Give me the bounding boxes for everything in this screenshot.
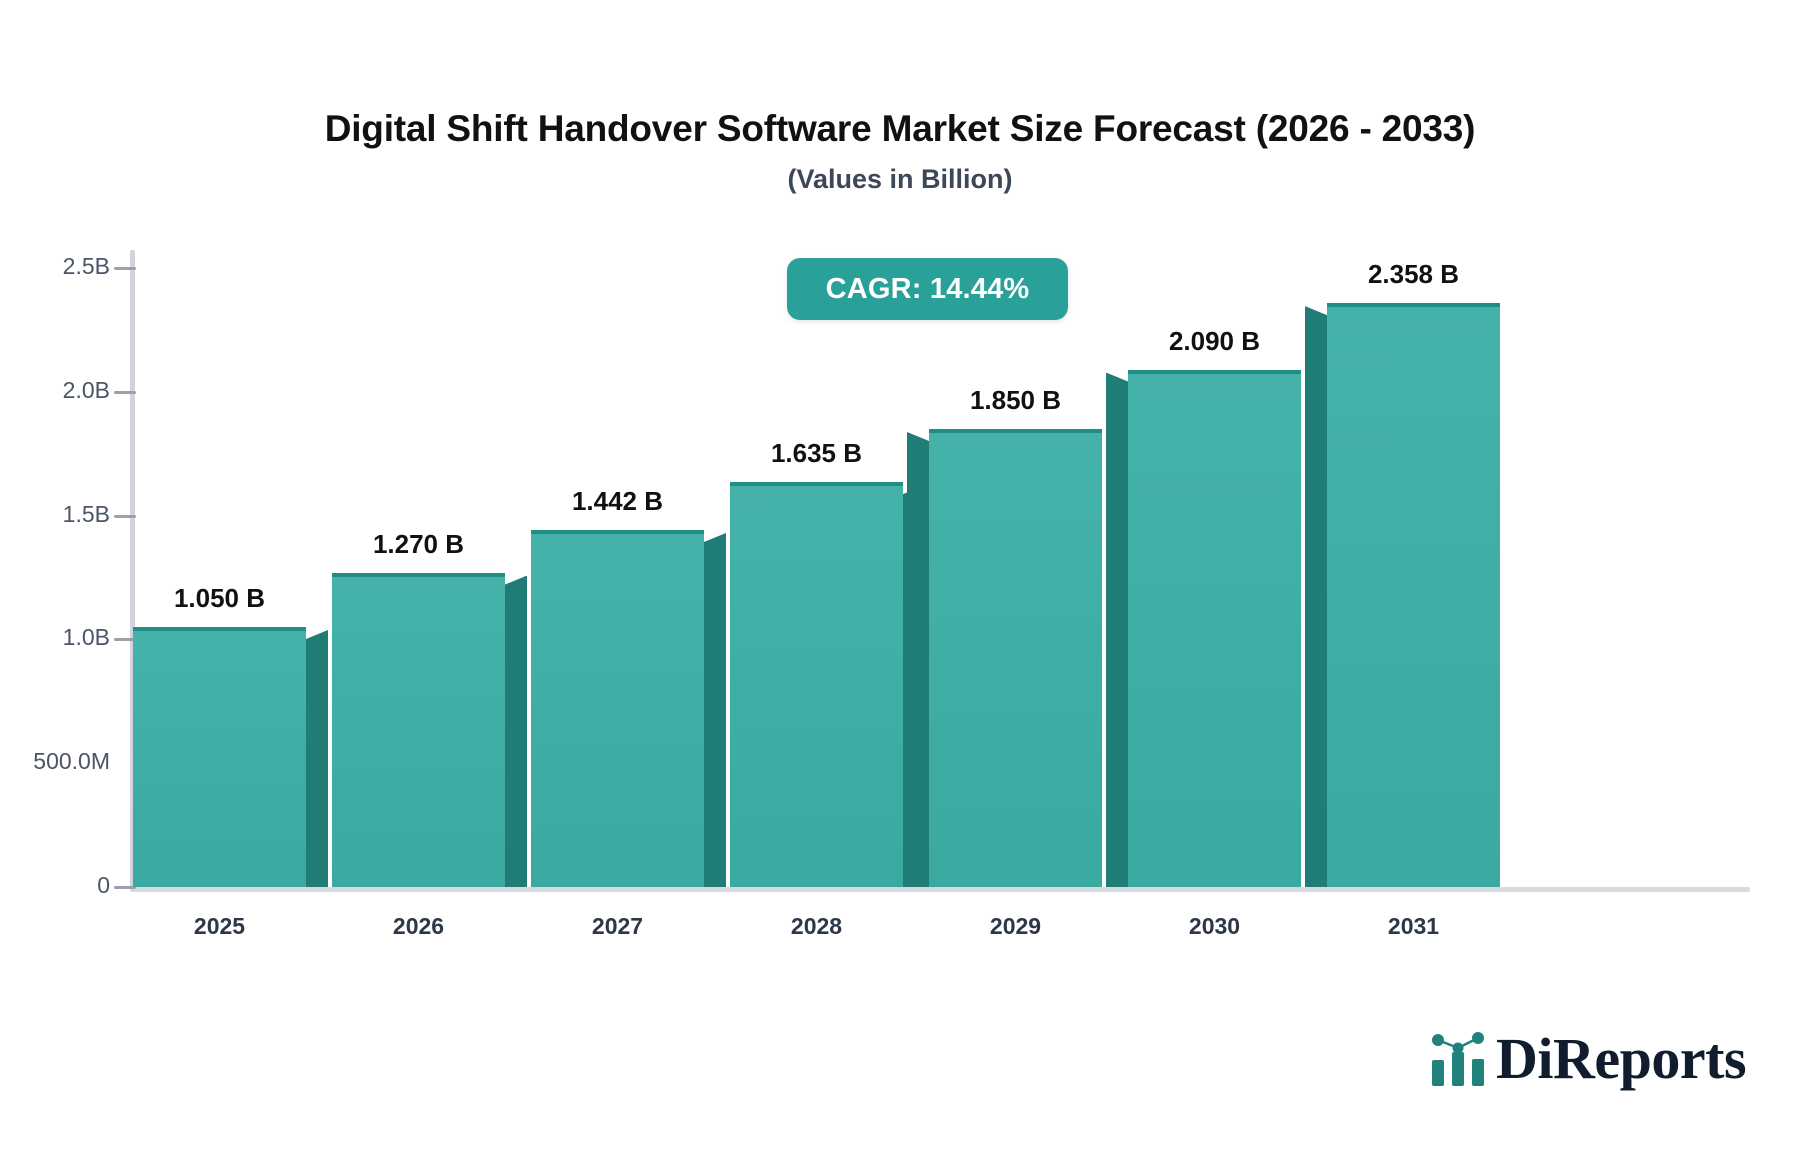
- y-tick-label: 500.0M: [33, 748, 110, 775]
- bar-chart-logo-icon: [1432, 1032, 1484, 1086]
- y-axis-line: [130, 250, 135, 890]
- bar-side-face: [704, 532, 726, 887]
- x-tick-label: 2030: [1188, 913, 1241, 939]
- bar-2030[interactable]: [1106, 369, 1301, 887]
- bar-front-face: [531, 529, 704, 887]
- chart-subtitle: (Values in Billion): [787, 164, 1013, 194]
- chart-title: Digital Shift Handover Software Market S…: [324, 108, 1476, 149]
- bar-side-face: [907, 431, 929, 887]
- cagr-badge: CAGR: 14.44%: [787, 258, 1068, 320]
- y-tick-label: 2.0B: [62, 376, 110, 403]
- y-tick-label: 1.5B: [62, 500, 110, 527]
- y-tick-label: 0: [97, 872, 110, 898]
- bar-front-face: [1327, 303, 1500, 887]
- x-axis-line: [130, 887, 1750, 892]
- bar-value-label: 1.850 B: [969, 384, 1062, 415]
- bar-side-face: [1305, 306, 1327, 887]
- y-tick-mark: [114, 886, 136, 889]
- x-tick-label: 2025: [193, 913, 246, 939]
- bar-2031[interactable]: [1305, 303, 1500, 887]
- bar-2025[interactable]: [133, 627, 328, 887]
- bar-front-face: [1128, 369, 1301, 887]
- direports-logo: DiReports: [1428, 1026, 1747, 1091]
- bar-value-label: 1.270 B: [372, 528, 465, 559]
- y-tick-mark: [114, 514, 136, 518]
- y-tick-mark: [114, 638, 136, 642]
- cagr-badge-label: CAGR: 14.44%: [825, 272, 1030, 305]
- x-tick-label: 2031: [1387, 913, 1440, 939]
- bar-front-face: [929, 428, 1102, 887]
- y-tick-label: 2.5B: [62, 253, 110, 279]
- bar-value-label: 1.050 B: [173, 583, 266, 614]
- y-tick-label: 1.0B: [62, 624, 110, 651]
- x-tick-label: 2026: [392, 913, 445, 939]
- bar-side-face: [505, 575, 527, 887]
- x-tick-label: 2028: [790, 913, 843, 939]
- bar-2026[interactable]: [332, 572, 527, 887]
- bar-value-label: 2.358 B: [1367, 259, 1460, 290]
- bar-value-label: 2.090 B: [1168, 325, 1261, 356]
- y-tick-mark: [114, 390, 136, 394]
- x-tick-label: 2027: [591, 913, 644, 939]
- x-tick-label: 2029: [989, 913, 1042, 939]
- bar-front-face: [730, 482, 903, 887]
- bar-2028[interactable]: [730, 482, 925, 887]
- bar-value-label: 1.442 B: [571, 485, 664, 516]
- logo-wordmark: DiReports: [1496, 1026, 1747, 1091]
- bar-2029[interactable]: [907, 428, 1102, 887]
- bar-side-face: [1106, 372, 1128, 887]
- bar-value-label: 1.635 B: [770, 438, 863, 469]
- bar-front-face: [133, 627, 306, 887]
- bar-side-face: [306, 630, 328, 887]
- plot-area: 2.5B 2.0B 1.5B 1.0B 500.0M 0 2025 2026 2027 2028…: [33, 250, 1750, 939]
- bar-2027[interactable]: [531, 529, 726, 887]
- bar-front-face: [332, 572, 505, 887]
- y-tick-mark: [114, 267, 136, 270]
